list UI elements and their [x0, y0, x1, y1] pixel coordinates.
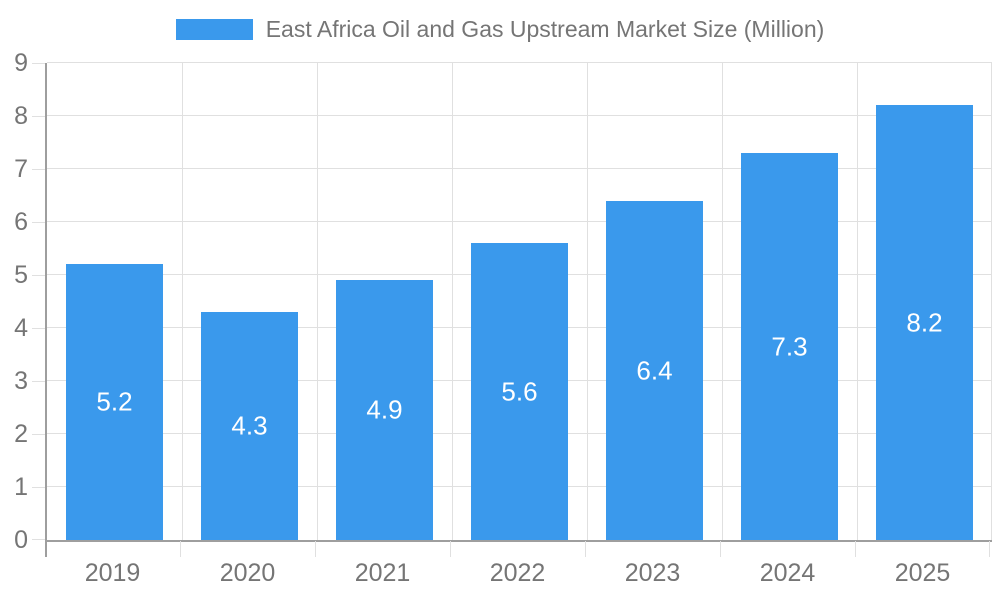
v-gridline-1 — [182, 63, 183, 540]
bar-2020[interactable]: 4.3 — [201, 312, 298, 540]
bar-value-label-2019: 5.2 — [96, 386, 133, 417]
x-tick-label-2022: 2022 — [489, 559, 546, 587]
y-tick-label-7: 7 — [14, 155, 28, 183]
y-tick-label-0: 0 — [14, 526, 28, 554]
v-gridline-2 — [317, 63, 318, 540]
y-axis-labels: 0 1 2 3 4 5 6 7 8 9 — [0, 49, 28, 554]
h-gridline-9 — [47, 62, 992, 63]
x-axis-labels: 2019 2020 2021 2022 2023 2024 2025 — [45, 559, 990, 589]
y-tick-mark-3 — [32, 381, 45, 382]
y-tick-label-4: 4 — [14, 314, 28, 342]
x-tick-label-2021: 2021 — [354, 559, 411, 587]
v-gridline-3 — [452, 63, 453, 540]
x-tick-label-2025: 2025 — [894, 559, 951, 587]
bar-value-label-2021: 4.9 — [366, 394, 403, 425]
bar-value-label-2022: 5.6 — [501, 376, 538, 406]
x-tick-mark-7 — [989, 541, 990, 557]
x-tick-mark-0 — [45, 541, 47, 557]
bar-2019[interactable]: 5.2 — [66, 264, 163, 540]
v-gridline-4 — [587, 63, 588, 540]
bar-value-label-2023: 6.4 — [636, 355, 673, 385]
x-tick-mark-3 — [450, 541, 451, 557]
y-tick-mark-4 — [32, 328, 45, 329]
x-tick-mark-1 — [180, 541, 181, 557]
x-tick-mark-4 — [585, 541, 586, 557]
h-gridline-7 — [47, 168, 992, 169]
y-tick-mark-0 — [32, 539, 45, 540]
bar-value-label-2020: 4.3 — [231, 410, 268, 441]
x-tick-label-2024: 2024 — [759, 559, 816, 587]
y-tick-mark-5 — [32, 275, 45, 276]
bar-2023[interactable]: 6.4 — [606, 201, 703, 540]
legend: East Africa Oil and Gas Upstream Market … — [0, 16, 1000, 42]
v-gridline-5 — [722, 63, 723, 540]
y-tick-mark-2 — [32, 434, 45, 435]
legend-item[interactable]: East Africa Oil and Gas Upstream Market … — [175, 15, 825, 43]
v-gridline-6 — [857, 63, 858, 540]
x-tick-label-2020: 2020 — [219, 559, 276, 587]
x-axis-ticks — [45, 541, 990, 557]
x-tick-mark-5 — [720, 541, 721, 557]
y-tick-label-9: 9 — [14, 49, 28, 77]
h-gridline-6 — [47, 221, 992, 222]
x-tick-label-2019: 2019 — [84, 559, 141, 587]
y-axis-ticks — [32, 63, 45, 540]
y-tick-label-1: 1 — [14, 473, 28, 501]
y-tick-label-3: 3 — [14, 367, 28, 395]
bar-2024[interactable]: 7.3 — [741, 153, 838, 540]
bar-value-label-2024: 7.3 — [771, 331, 808, 361]
y-tick-mark-9 — [32, 63, 45, 64]
h-gridline-8 — [47, 115, 992, 116]
plot-area: 5.2 4.3 4.9 5.6 6.4 7.3 8.2 — [45, 62, 992, 542]
bar-value-label-2025: 8.2 — [906, 307, 943, 337]
y-tick-mark-6 — [32, 222, 45, 223]
y-tick-label-5: 5 — [14, 261, 28, 289]
bar-2025[interactable]: 8.2 — [876, 105, 973, 540]
x-tick-mark-6 — [855, 541, 856, 557]
y-tick-label-2: 2 — [14, 420, 28, 448]
legend-swatch[interactable] — [175, 18, 253, 40]
y-tick-mark-1 — [32, 487, 45, 488]
y-tick-label-8: 8 — [14, 102, 28, 130]
y-tick-mark-8 — [32, 116, 45, 117]
bar-2021[interactable]: 4.9 — [336, 280, 433, 540]
x-tick-label-2023: 2023 — [624, 559, 681, 587]
chart-title: East Africa Oil and Gas Upstream Market … — [265, 15, 825, 42]
y-tick-label-6: 6 — [14, 208, 28, 236]
x-tick-mark-2 — [315, 541, 316, 557]
y-tick-mark-7 — [32, 169, 45, 170]
bar-2022[interactable]: 5.6 — [471, 243, 568, 540]
v-gridline-7 — [991, 63, 992, 540]
